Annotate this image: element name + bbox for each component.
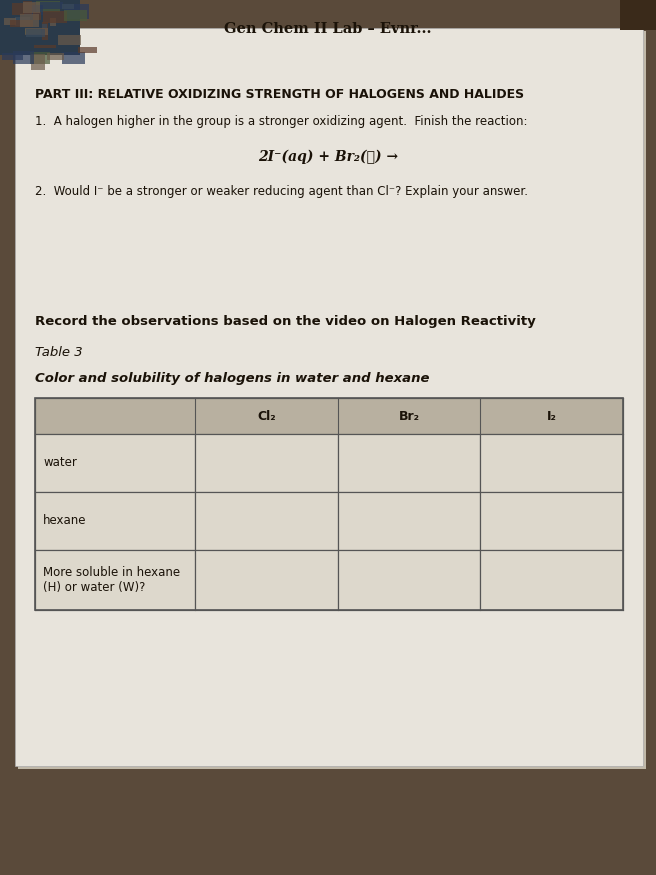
Bar: [4, 18, 16, 25]
Bar: [15, 28, 643, 766]
Bar: [338, 492, 480, 550]
Bar: [39, 2, 63, 9]
Bar: [35, 492, 195, 550]
Bar: [31, 54, 45, 70]
Text: 2I⁻(aq) + Br₂(ℓ) →: 2I⁻(aq) + Br₂(ℓ) →: [258, 150, 398, 164]
Bar: [64, 10, 87, 21]
Bar: [20, 14, 39, 27]
Bar: [620, 0, 656, 30]
Bar: [480, 434, 623, 492]
Text: Gen Chem II Lab – Evnr...: Gen Chem II Lab – Evnr...: [224, 22, 432, 36]
Text: I₂: I₂: [546, 410, 556, 423]
Bar: [18, 31, 646, 769]
Bar: [24, 5, 43, 15]
Bar: [14, 17, 30, 26]
Bar: [50, 18, 56, 26]
Text: More soluble in hexane
(H) or water (W)?: More soluble in hexane (H) or water (W)?: [43, 566, 180, 594]
Bar: [78, 46, 97, 53]
Text: Table 3: Table 3: [35, 346, 83, 359]
Bar: [58, 35, 81, 46]
Bar: [195, 550, 338, 610]
Bar: [35, 398, 623, 610]
Bar: [195, 434, 338, 492]
Bar: [47, 53, 64, 60]
Bar: [25, 29, 41, 34]
Bar: [13, 51, 34, 64]
Text: 2.  Would I⁻ be a stronger or weaker reducing agent than Cl⁻? Explain your answe: 2. Would I⁻ be a stronger or weaker redu…: [35, 185, 528, 198]
Bar: [338, 550, 480, 610]
Text: 1.  A halogen higher in the group is a stronger oxidizing agent.  Finish the rea: 1. A halogen higher in the group is a st…: [35, 115, 527, 128]
Bar: [480, 492, 623, 550]
Bar: [24, 1, 32, 15]
Bar: [62, 4, 74, 9]
Bar: [42, 24, 47, 28]
Bar: [10, 19, 33, 26]
Bar: [42, 22, 48, 39]
Bar: [25, 28, 49, 35]
Text: Cl₂: Cl₂: [257, 410, 276, 423]
Text: PART III: RELATIVE OXIDIZING STRENGTH OF HALOGENS AND HALIDES: PART III: RELATIVE OXIDIZING STRENGTH OF…: [35, 88, 524, 101]
Bar: [26, 29, 45, 37]
Bar: [23, 2, 40, 12]
Bar: [62, 52, 85, 64]
Bar: [338, 434, 480, 492]
Bar: [43, 11, 67, 23]
Bar: [35, 398, 623, 434]
Bar: [35, 550, 195, 610]
Bar: [33, 12, 41, 20]
Text: Record the observations based on the video on Halogen Reactivity: Record the observations based on the vid…: [35, 315, 536, 328]
Text: hexane: hexane: [43, 514, 87, 528]
Bar: [480, 550, 623, 610]
Text: water: water: [43, 457, 77, 470]
Bar: [64, 4, 89, 18]
Text: Color and solubility of halogens in water and hexane: Color and solubility of halogens in wate…: [35, 372, 430, 385]
Text: Br₂: Br₂: [398, 410, 419, 423]
Bar: [0, 0, 80, 55]
Bar: [12, 4, 35, 15]
Bar: [2, 53, 24, 60]
Bar: [30, 52, 50, 64]
Bar: [195, 492, 338, 550]
Bar: [35, 434, 195, 492]
Bar: [36, 1, 60, 12]
Bar: [34, 45, 56, 48]
